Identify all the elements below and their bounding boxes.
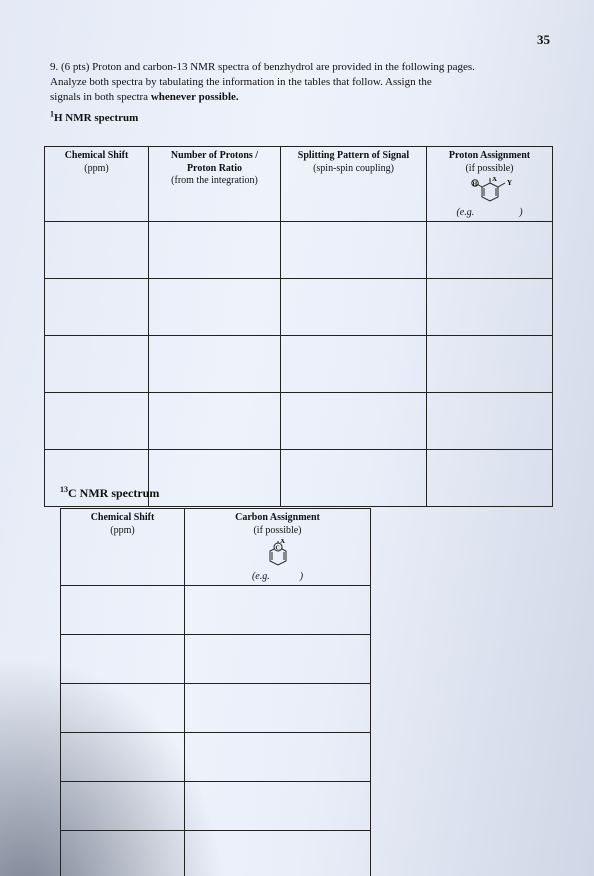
col2-l2: Proton Ratio [153, 163, 276, 176]
c-col2-l1: Carbon Assignment [189, 512, 366, 525]
h-nmr-table: Chemical Shift (ppm) Number of Protons /… [44, 146, 553, 507]
table-row [61, 586, 371, 635]
table-row [61, 831, 371, 876]
question-line1: Proton and carbon-13 NMR spectra of benz… [92, 61, 475, 73]
page: { "page_number": "35", "question": { "nu… [0, 0, 594, 876]
h-label: H [472, 182, 477, 188]
table-row [45, 222, 553, 279]
table-row [45, 393, 553, 450]
c-col1-l1: Chemical Shift [65, 512, 180, 525]
question-line3-prefix: signals in both spectra [50, 91, 151, 103]
col4-l1: Proton Assignment [431, 150, 548, 163]
col2-header: Number of Protons / Proton Ratio (from t… [149, 147, 281, 222]
y-label: Y [507, 179, 512, 187]
eg-open: (e.g. [252, 571, 270, 582]
c-nmr-table: Chemical Shift (ppm) Carbon Assignment (… [60, 508, 371, 876]
table-row [61, 733, 371, 782]
benzene-c-icon: X C [258, 539, 298, 569]
col3-header: Splitting Pattern of Signal (spin-spin c… [281, 147, 427, 222]
eg-line: (e.g. ) [189, 571, 366, 582]
col3-l1: Splitting Pattern of Signal [285, 150, 422, 163]
table-header-row: Chemical Shift (ppm) Number of Protons /… [45, 147, 553, 222]
benzene-hxy-icon: X H Y [460, 177, 520, 205]
table-row [61, 782, 371, 831]
c-col1-l2: (ppm) [65, 525, 180, 538]
col1-header: Chemical Shift (ppm) [45, 147, 149, 222]
svg-text:C: C [275, 546, 279, 552]
col4-header: Proton Assignment (if possible) X H Y ( [427, 147, 553, 222]
col1-l1: Chemical Shift [49, 150, 144, 163]
table-row [61, 684, 371, 733]
c-nmr-title: 13C NMR spectrum [60, 486, 159, 501]
question-line3-bold: whenever possible. [151, 91, 239, 103]
page-number: 35 [537, 32, 550, 48]
h-nmr-title: 1H NMR spectrum [50, 111, 554, 126]
c-col2-l2: (if possible) [189, 525, 366, 538]
col3-l2: (spin-spin coupling) [285, 163, 422, 176]
eg-close: ) [519, 207, 522, 218]
table-row [45, 336, 553, 393]
h-nmr-title-text: H NMR spectrum [54, 112, 138, 124]
question-block: 9. (6 pts) Proton and carbon-13 NMR spec… [50, 60, 554, 125]
table-header-row: Chemical Shift (ppm) Carbon Assignment (… [61, 509, 371, 586]
question-number: 9. [50, 61, 58, 73]
table-row [61, 635, 371, 684]
question-line2: Analyze both spectra by tabulating the i… [50, 76, 432, 88]
table-row [45, 279, 553, 336]
eg-open: (e.g. [456, 207, 474, 218]
col1-l2: (ppm) [49, 163, 144, 176]
x-label: X [492, 177, 497, 183]
question-points: (6 pts) [61, 61, 89, 73]
col2-l3: (from the integration) [153, 175, 276, 188]
col1-header: Chemical Shift (ppm) [61, 509, 185, 586]
col2-l1: Number of Protons / [153, 150, 276, 163]
c-nmr-title-text: C NMR spectrum [68, 486, 159, 500]
eg-line: (e.g. ) [431, 207, 548, 218]
eg-close: ) [300, 571, 303, 582]
col4-l2: (if possible) [431, 163, 548, 176]
col2-header: Carbon Assignment (if possible) X C (e.g… [185, 509, 371, 586]
svg-text:X: X [280, 539, 285, 545]
